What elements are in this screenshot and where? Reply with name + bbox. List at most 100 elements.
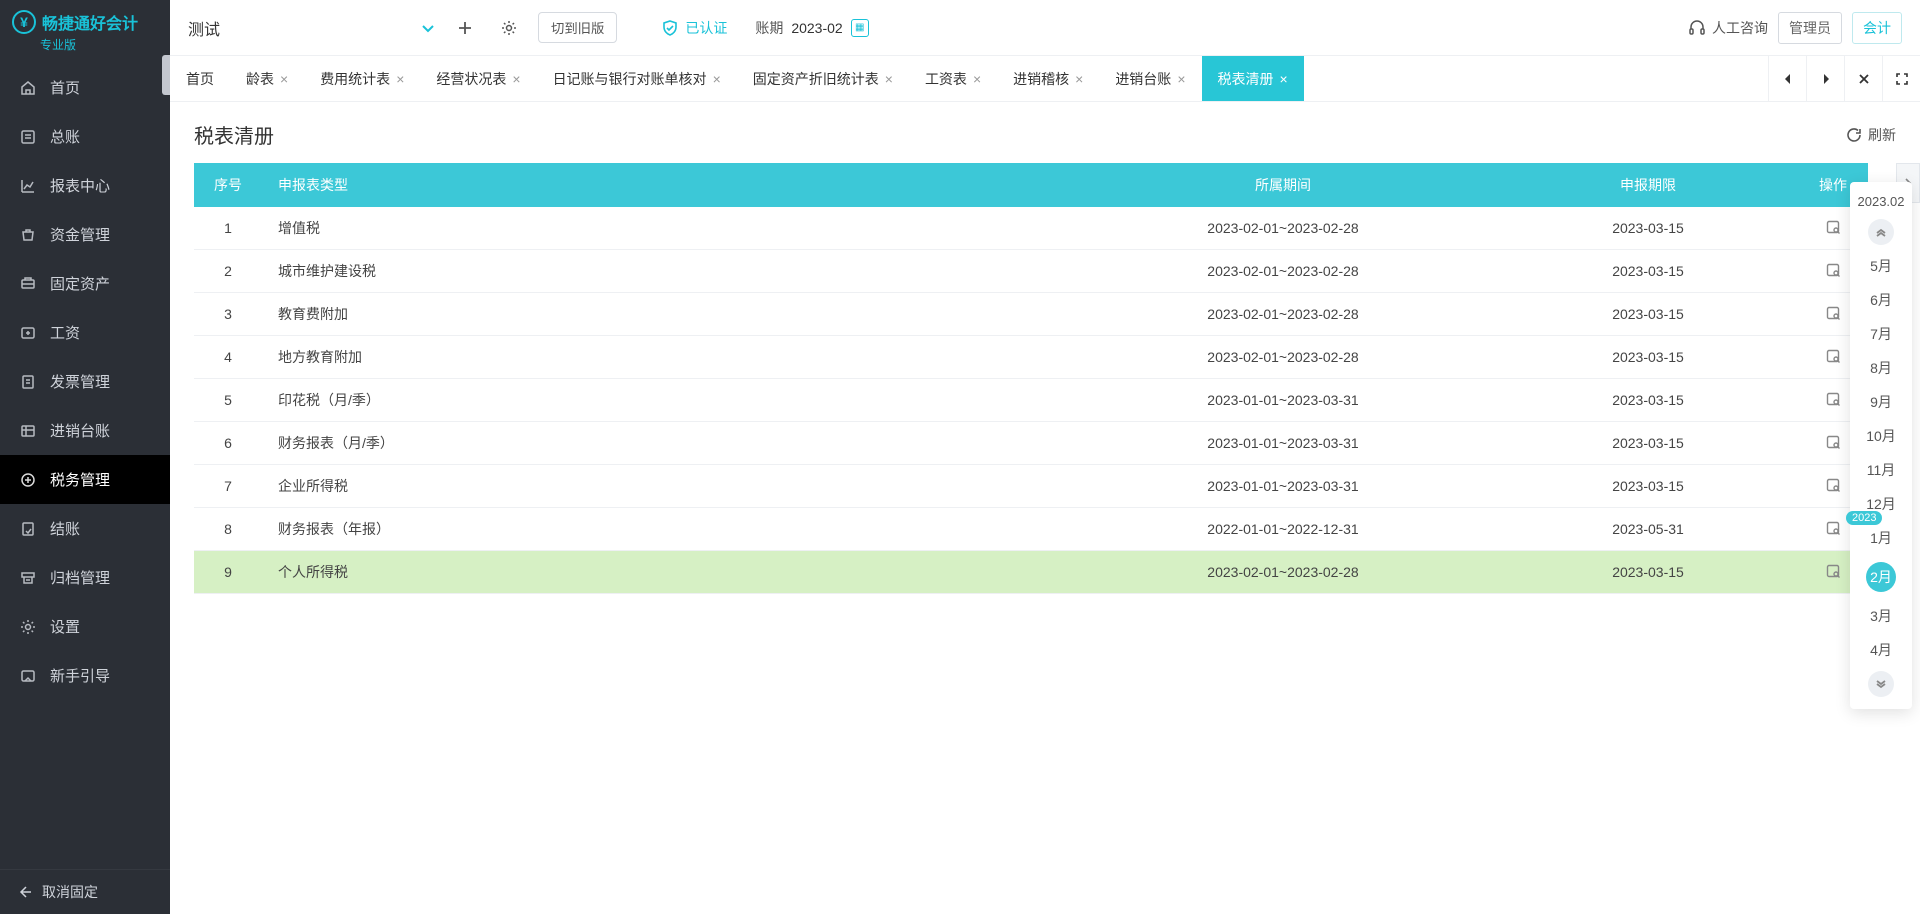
tabs-scroll-right[interactable] xyxy=(1806,56,1844,101)
verified-badge[interactable]: 已认证 xyxy=(661,18,727,38)
sidebar-item-inout[interactable]: 进销台账 xyxy=(0,406,170,455)
tab-5[interactable]: 固定资产折旧统计表× xyxy=(737,56,909,101)
tab-0[interactable]: 首页 xyxy=(170,56,230,101)
tab-6[interactable]: 工资表 × xyxy=(909,56,997,101)
refresh-icon xyxy=(1846,127,1862,143)
month-rail-item[interactable]: 7月 xyxy=(1850,317,1912,351)
sidebar-item-tax[interactable]: 税务管理 xyxy=(0,455,170,504)
sidebar-item-label: 税务管理 xyxy=(50,469,110,490)
row-view-button[interactable] xyxy=(1825,348,1841,364)
cell-period: 2023-02-01~2023-02-28 xyxy=(1068,207,1498,250)
tab-close-icon[interactable]: × xyxy=(1177,71,1185,87)
add-company-button[interactable] xyxy=(450,13,480,43)
tab-close-icon[interactable]: × xyxy=(885,71,893,87)
row-view-button[interactable] xyxy=(1825,520,1841,536)
month-rail-down[interactable] xyxy=(1868,671,1894,697)
accounting-period[interactable]: 账期 2023-02 ▦ xyxy=(755,18,868,38)
table-row[interactable]: 7企业所得税2023-01-01~2023-03-312023-03-15 xyxy=(194,465,1868,508)
sidebar-item-gear[interactable]: 设置 xyxy=(0,602,170,651)
table-row[interactable]: 4地方教育附加2023-02-01~2023-02-282023-03-15 xyxy=(194,336,1868,379)
chart-icon xyxy=(18,176,38,196)
row-view-button[interactable] xyxy=(1825,305,1841,321)
year-badge: 2023 xyxy=(1846,511,1882,525)
month-rail-item[interactable]: 4月 xyxy=(1850,633,1912,667)
sidebar-pin-label: 取消固定 xyxy=(42,882,98,902)
tab-7[interactable]: 进销稽核× xyxy=(997,56,1099,101)
refresh-button[interactable]: 刷新 xyxy=(1846,125,1896,145)
table-row[interactable]: 1增值税2023-02-01~2023-02-282023-03-15 xyxy=(194,207,1868,250)
live-consult-button[interactable]: 人工咨询 xyxy=(1688,18,1768,38)
table-row[interactable]: 5印花税（月/季）2023-01-01~2023-03-312023-03-15 xyxy=(194,379,1868,422)
cell-index: 2 xyxy=(194,250,262,293)
tabs-bar: 首页龄表×费用统计表×经营状况表×日记账与银行对账单核对×固定资产折旧统计表×工… xyxy=(170,56,1920,102)
sidebar-item-payroll[interactable]: 工资 xyxy=(0,308,170,357)
sidebar-item-funds[interactable]: 资金管理 xyxy=(0,210,170,259)
table-row[interactable]: 8财务报表（年报）2022-01-01~2022-12-312023-05-31 xyxy=(194,508,1868,551)
tab-3[interactable]: 经营状况表× xyxy=(420,56,536,101)
sidebar-item-archive[interactable]: 归档管理 xyxy=(0,553,170,602)
sidebar-item-chart[interactable]: 报表中心 xyxy=(0,161,170,210)
tab-4[interactable]: 日记账与银行对账单核对× xyxy=(537,56,737,101)
month-rail-item[interactable]: 8月 xyxy=(1850,351,1912,385)
sidebar-item-label: 工资 xyxy=(50,322,80,343)
sidebar-item-asset[interactable]: 固定资产 xyxy=(0,259,170,308)
tab-9[interactable]: 税表清册× xyxy=(1202,56,1304,101)
month-rail-head: 2023.02 xyxy=(1858,190,1905,215)
fullscreen-toggle[interactable] xyxy=(1882,56,1920,101)
sidebar-item-invoice[interactable]: 发票管理 xyxy=(0,357,170,406)
month-rail-item[interactable]: 3月 xyxy=(1850,599,1912,633)
headset-icon xyxy=(1688,19,1706,37)
tabs-close-all[interactable] xyxy=(1844,56,1882,101)
month-rail-item[interactable]: 6月 xyxy=(1850,283,1912,317)
brand-logo[interactable]: ¥ 畅捷通好会计 xyxy=(0,0,170,36)
tab-1[interactable]: 龄表× xyxy=(230,56,304,101)
archive-icon xyxy=(18,568,38,588)
company-select[interactable]: 测试 xyxy=(188,16,436,40)
tab-label: 工资表 xyxy=(925,69,967,89)
cell-period: 2023-01-01~2023-03-31 xyxy=(1068,465,1498,508)
tabs-scroll-left[interactable] xyxy=(1768,56,1806,101)
month-rail-item[interactable]: 11月 xyxy=(1850,453,1912,487)
row-view-button[interactable] xyxy=(1825,434,1841,450)
tab-close-icon[interactable]: × xyxy=(396,71,404,87)
table-row[interactable]: 3教育费附加2023-02-01~2023-02-282023-03-15 xyxy=(194,293,1868,336)
month-rail-item[interactable]: 9月 xyxy=(1850,385,1912,419)
verified-label: 已认证 xyxy=(685,18,727,38)
table-row[interactable]: 6财务报表（月/季）2023-01-01~2023-03-312023-03-1… xyxy=(194,422,1868,465)
tab-close-icon[interactable]: × xyxy=(1280,71,1288,87)
tab-2[interactable]: 费用统计表× xyxy=(304,56,420,101)
sidebar-resize-handle[interactable] xyxy=(162,55,170,95)
month-rail-up[interactable] xyxy=(1868,219,1894,245)
row-view-button[interactable] xyxy=(1825,219,1841,235)
tab-8[interactable]: 进销台账× xyxy=(1099,56,1201,101)
tab-close-icon[interactable]: × xyxy=(512,71,520,87)
tab-close-icon[interactable]: × xyxy=(713,71,721,87)
sidebar-item-guide[interactable]: 新手引导 xyxy=(0,651,170,700)
sidebar-item-close[interactable]: 结账 xyxy=(0,504,170,553)
month-rail-item[interactable]: 20231月 xyxy=(1850,521,1912,555)
tab-close-icon[interactable]: × xyxy=(1075,71,1083,87)
sidebar-pin-toggle[interactable]: 取消固定 xyxy=(0,869,170,914)
role-admin-pill[interactable]: 管理员 xyxy=(1778,12,1842,44)
tab-close-icon[interactable]: × xyxy=(280,71,288,87)
row-view-button[interactable] xyxy=(1825,391,1841,407)
table-row[interactable]: 2城市维护建设税2023-02-01~2023-02-282023-03-15 xyxy=(194,250,1868,293)
role-accountant-pill[interactable]: 会计 xyxy=(1852,12,1902,44)
row-view-button[interactable] xyxy=(1825,262,1841,278)
sidebar-item-label: 总账 xyxy=(50,126,80,147)
cell-type: 教育费附加 xyxy=(262,293,1068,336)
cell-period: 2023-02-01~2023-02-28 xyxy=(1068,250,1498,293)
month-label: 8月 xyxy=(1870,360,1892,376)
tab-close-icon[interactable]: × xyxy=(973,71,981,87)
month-rail-item[interactable]: 2月 xyxy=(1850,555,1912,599)
settings-shortcut-button[interactable] xyxy=(494,13,524,43)
month-rail-item[interactable]: 5月 xyxy=(1850,249,1912,283)
sidebar-item-ledger[interactable]: 总账 xyxy=(0,112,170,161)
sidebar-item-home[interactable]: 首页 xyxy=(0,63,170,112)
row-view-button[interactable] xyxy=(1825,563,1841,579)
table-row[interactable]: 9个人所得税2023-02-01~2023-02-282023-03-15 xyxy=(194,551,1868,594)
switch-old-version-button[interactable]: 切到旧版 xyxy=(538,12,617,43)
month-rail-item[interactable]: 10月 xyxy=(1850,419,1912,453)
month-label: 2月 xyxy=(1866,562,1896,592)
row-view-button[interactable] xyxy=(1825,477,1841,493)
